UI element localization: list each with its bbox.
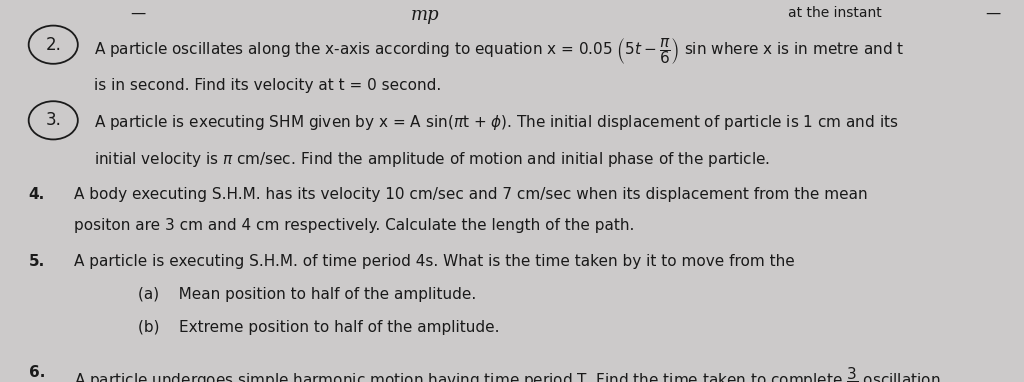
Text: 5.: 5.: [29, 254, 45, 269]
Text: —: —: [986, 6, 1000, 21]
Text: A body executing S.H.M. has its velocity 10 cm/sec and 7 cm/sec when its displac: A body executing S.H.M. has its velocity…: [74, 187, 867, 202]
Text: 6.: 6.: [29, 365, 45, 380]
Text: 2.: 2.: [45, 36, 61, 54]
Text: (a)    Mean position to half of the amplitude.: (a) Mean position to half of the amplitu…: [138, 287, 476, 302]
Text: A particle oscillates along the x-axis according to equation x = 0.05 $\left(5t-: A particle oscillates along the x-axis a…: [94, 36, 904, 66]
Text: (b)    Extreme position to half of the amplitude.: (b) Extreme position to half of the ampl…: [138, 320, 500, 335]
Text: positon are 3 cm and 4 cm respectively. Calculate the length of the path.: positon are 3 cm and 4 cm respectively. …: [74, 218, 634, 233]
Text: is in second. Find its velocity at t = 0 second.: is in second. Find its velocity at t = 0…: [94, 78, 441, 93]
Text: 4.: 4.: [29, 187, 45, 202]
Text: at the instant: at the instant: [788, 6, 883, 20]
Text: 3.: 3.: [45, 111, 61, 129]
Text: A particle is executing S.H.M. of time period 4s. What is the time taken by it t: A particle is executing S.H.M. of time p…: [74, 254, 795, 269]
Text: mp: mp: [411, 6, 439, 24]
Text: A particle is executing SHM given by x = A sin($\pi$t + $\phi$). The initial dis: A particle is executing SHM given by x =…: [94, 113, 899, 132]
Text: A particle undergoes simple harmonic motion having time period T. Find the time : A particle undergoes simple harmonic mot…: [74, 365, 945, 382]
Text: —: —: [131, 6, 145, 21]
Text: initial velocity is $\pi$ cm/sec. Find the amplitude of motion and initial phase: initial velocity is $\pi$ cm/sec. Find t…: [94, 150, 770, 169]
